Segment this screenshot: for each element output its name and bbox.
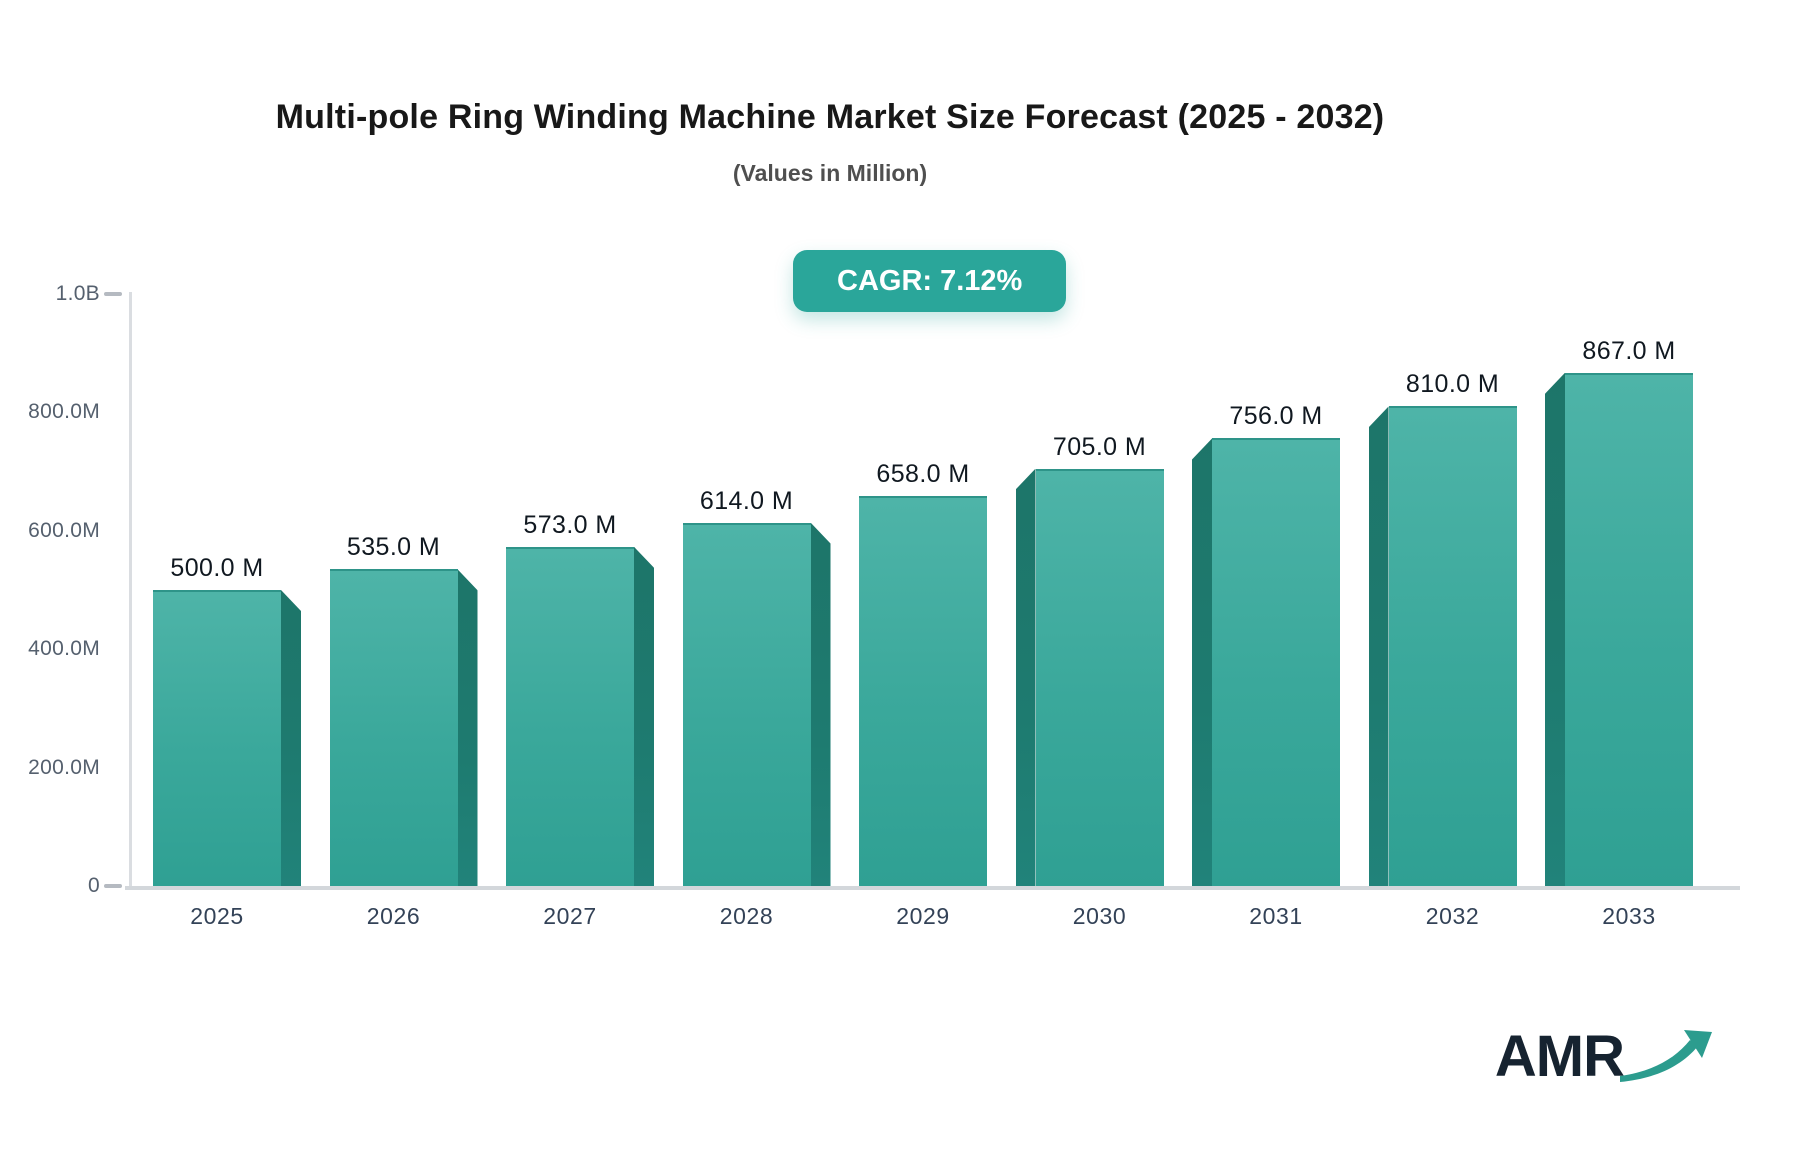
y-tick-label: 1.0B	[55, 282, 100, 305]
bar-value-label: 756.0 M	[1229, 402, 1323, 431]
bar-2031	[1212, 438, 1340, 886]
bar-value-label: 867.0 M	[1582, 336, 1676, 365]
bar-value-label: 705.0 M	[1052, 432, 1147, 461]
bar-value-label: 500.0 M	[170, 554, 264, 582]
y-tick-label: 800.0M	[28, 400, 100, 424]
bar-2032	[1388, 406, 1517, 886]
bar-value-label: 658.0 M	[876, 460, 970, 489]
bar-3d-side	[634, 546, 654, 886]
bar-value-label: 810.0 M	[1405, 370, 1500, 399]
y-tick-label: 400.0M	[28, 637, 100, 661]
chart-subtitle: (Values in Million)	[732, 160, 928, 186]
bar-2028	[682, 522, 811, 886]
bar-3d-side	[1015, 468, 1036, 886]
x-axis-label-2032: 2032	[1425, 903, 1480, 929]
bar-3d-side	[1368, 406, 1389, 886]
bar-2033	[1565, 372, 1693, 886]
x-axis-label-2025: 2025	[190, 903, 244, 929]
x-axis-baseline	[125, 886, 1740, 890]
x-axis-label-2026: 2026	[366, 903, 421, 929]
x-axis-label-2033: 2033	[1602, 903, 1656, 929]
cagr-badge: CAGR: 7.12%	[793, 250, 1067, 312]
x-axis-label-2031: 2031	[1249, 903, 1303, 929]
x-axis-label-2030: 2030	[1072, 903, 1127, 929]
bar-2026	[329, 569, 458, 886]
growth-arrow-icon	[1620, 1030, 1712, 1082]
chart-title: Multi-pole Ring Winding Machine Market S…	[275, 98, 1385, 136]
y-tick-label: 600.0M	[28, 518, 100, 542]
bar-value-label: 535.0 M	[346, 533, 441, 562]
bar-3d-side	[1545, 372, 1565, 886]
bar-3d-side	[457, 569, 478, 886]
x-axis-label-2029: 2029	[896, 903, 950, 929]
y-tick-mark	[104, 884, 122, 888]
bar-2027	[506, 546, 634, 886]
bar-2030	[1035, 468, 1164, 886]
y-tick-label: 0	[88, 874, 100, 897]
x-axis-label-2027: 2027	[543, 903, 597, 929]
bar-value-label: 614.0 M	[699, 486, 794, 515]
y-tick-label: 200.0M	[28, 755, 100, 779]
bar-3d-side	[281, 590, 301, 886]
x-axis-label-2028: 2028	[719, 903, 774, 929]
bar-3d-side	[810, 522, 831, 886]
bar-value-label: 573.0 M	[523, 510, 617, 539]
y-axis-line	[129, 292, 132, 888]
bar-3d-side	[1192, 438, 1212, 886]
bar-2029	[859, 496, 987, 886]
bar-2025	[153, 590, 281, 886]
y-tick-mark	[104, 292, 122, 296]
amr-logo: AMR	[1495, 1022, 1714, 1086]
amr-logo-text: AMR	[1494, 1024, 1625, 1089]
